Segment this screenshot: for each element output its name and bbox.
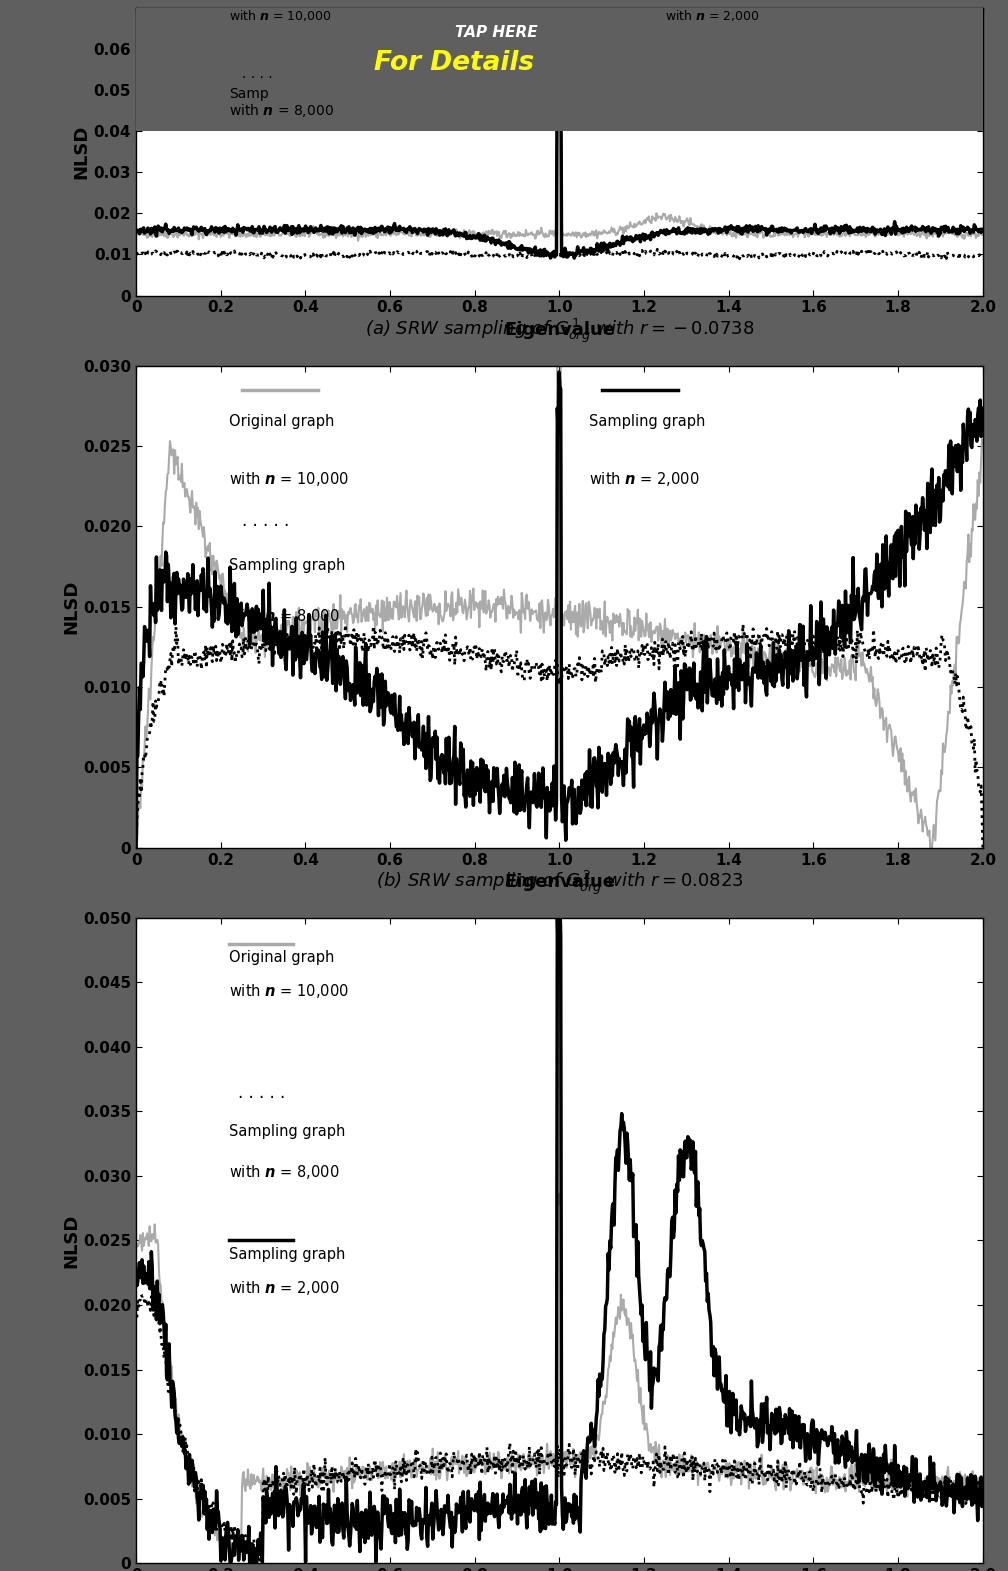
- Text: with $\boldsymbol{n}$ = 8,000: with $\boldsymbol{n}$ = 8,000: [229, 606, 340, 625]
- Text: (b) SRW sampling of $G_{org}^{\,2}$ with $r = 0.0823$: (b) SRW sampling of $G_{org}^{\,2}$ with…: [376, 869, 743, 897]
- Text: with $\boldsymbol{n}$ = 10,000: with $\boldsymbol{n}$ = 10,000: [229, 8, 332, 24]
- Text: with $\boldsymbol{n}$ = 2,000: with $\boldsymbol{n}$ = 2,000: [665, 8, 760, 24]
- Text: TAP HERE: TAP HERE: [455, 25, 537, 39]
- Text: with $\boldsymbol{n}$ = 2,000: with $\boldsymbol{n}$ = 2,000: [589, 470, 700, 489]
- Text: with $\boldsymbol{n}$ = 8,000: with $\boldsymbol{n}$ = 8,000: [229, 1163, 340, 1181]
- Text: with $\boldsymbol{n}$ = 2,000: with $\boldsymbol{n}$ = 2,000: [229, 1279, 340, 1298]
- Text: Sampling graph: Sampling graph: [229, 558, 346, 573]
- Text: · · · · ·: · · · · ·: [238, 1089, 285, 1108]
- Text: Sampling graph: Sampling graph: [229, 1247, 346, 1262]
- Text: (a) SRW sampling of $G_{org}^{\,1}$ with $r = -0.0738$: (a) SRW sampling of $G_{org}^{\,1}$ with…: [365, 316, 754, 344]
- Text: Original graph: Original graph: [229, 413, 335, 429]
- X-axis label: Eigenvalue: Eigenvalue: [504, 873, 615, 891]
- Text: with $\boldsymbol{n}$ = 10,000: with $\boldsymbol{n}$ = 10,000: [229, 470, 349, 489]
- Text: For Details: For Details: [374, 50, 533, 75]
- Text: with $\boldsymbol{n}$ = 10,000: with $\boldsymbol{n}$ = 10,000: [229, 982, 349, 1001]
- X-axis label: Eigenvalue: Eigenvalue: [504, 320, 615, 339]
- Bar: [136, 0, 983, 130]
- Text: Original graph: Original graph: [229, 950, 335, 965]
- Text: with $\boldsymbol{n}$ = 8,000: with $\boldsymbol{n}$ = 8,000: [229, 102, 334, 119]
- Y-axis label: NLSD: NLSD: [62, 1213, 81, 1268]
- Y-axis label: NLSD: NLSD: [73, 124, 91, 179]
- Text: · · · ·: · · · ·: [242, 71, 272, 85]
- Text: · · · · ·: · · · · ·: [242, 517, 289, 536]
- Y-axis label: NLSD: NLSD: [62, 580, 81, 633]
- Text: Sampling graph: Sampling graph: [589, 413, 706, 429]
- Text: Sampling graph: Sampling graph: [229, 1125, 346, 1139]
- Text: Samp: Samp: [229, 88, 269, 101]
